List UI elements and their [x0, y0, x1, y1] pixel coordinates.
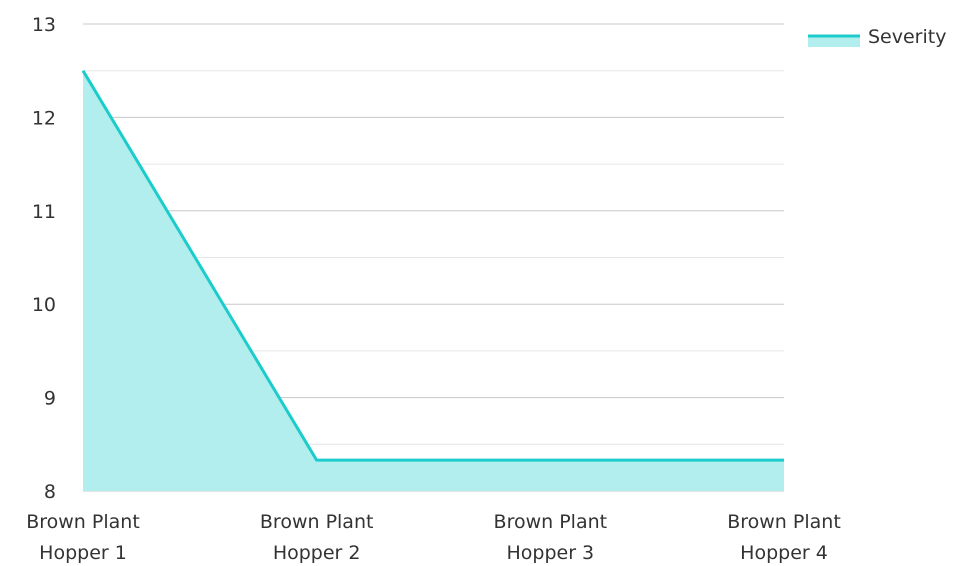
- y-axis-ticks: 8 9 10 11 12 13: [32, 14, 56, 503]
- y-tick-label: 10: [32, 294, 56, 316]
- legend-label-severity: Severity: [868, 26, 946, 48]
- series-line-severity: [81, 69, 784, 462]
- y-tick-label: 8: [44, 481, 56, 503]
- x-tick-label: Brown Plant Hopper 2: [260, 511, 374, 564]
- legend-swatch-fill: [808, 36, 860, 47]
- x-tick-label: Brown Plant Hopper 4: [727, 511, 841, 564]
- series-area-severity: [83, 70, 784, 491]
- area-layer: [81, 69, 785, 491]
- y-tick-label: 9: [44, 388, 56, 410]
- y-tick-label: 12: [32, 107, 56, 129]
- x-tick-label: Brown Plant Hopper 1: [26, 511, 140, 564]
- x-axis-ticks: Brown Plant Hopper 1 Brown Plant Hopper 2 Br…: [26, 511, 841, 564]
- y-tick-label: 11: [32, 201, 56, 223]
- legend: Severity: [808, 26, 946, 48]
- y-tick-label: 13: [32, 14, 56, 36]
- x-tick-label: Brown Plant Hopper 3: [494, 511, 608, 564]
